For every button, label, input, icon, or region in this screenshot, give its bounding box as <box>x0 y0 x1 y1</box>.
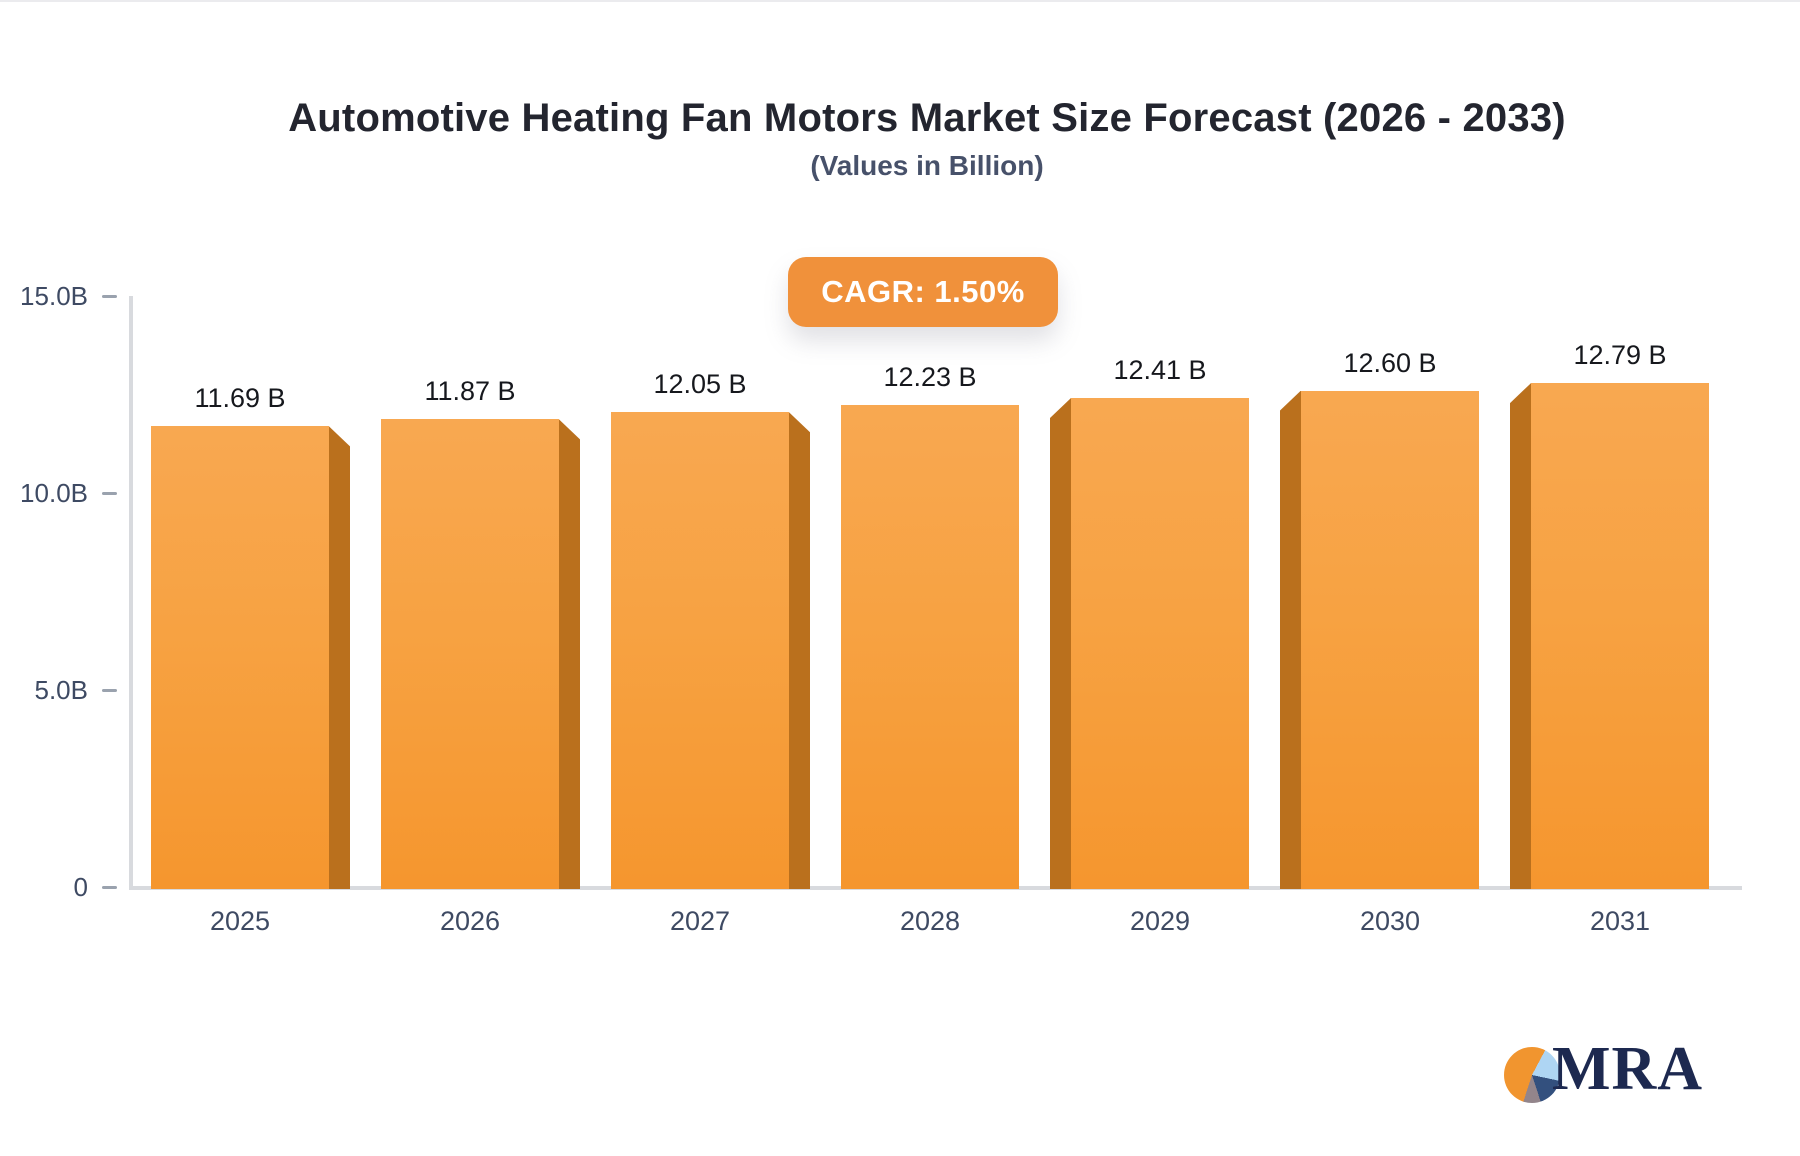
y-tick-mark <box>102 885 117 889</box>
chart-title: Automotive Heating Fan Motors Market Siz… <box>288 96 1566 140</box>
x-tick-label-2026: 2026 <box>439 906 501 936</box>
x-tick-label-2029: 2029 <box>1129 906 1191 936</box>
bar-3d-side <box>329 426 350 889</box>
brand-logo: MRA <box>1504 1034 1703 1105</box>
y-tick-mark <box>102 294 117 298</box>
x-tick-label-2028: 2028 <box>899 906 961 936</box>
bar-value-label-2027: 12.05 B <box>653 369 747 400</box>
bar-face <box>841 405 1019 889</box>
x-tick-label-2031: 2031 <box>1589 906 1651 936</box>
bar-value-label-2029: 12.41 B <box>1113 355 1207 386</box>
pie-chart-logo-icon <box>1504 1046 1560 1103</box>
bar-value-label-2031: 12.79 B <box>1573 340 1667 371</box>
x-tick-label-2030: 2030 <box>1359 906 1421 936</box>
bar-face <box>1531 383 1709 889</box>
bar-2031[interactable] <box>1510 383 1709 889</box>
bar-face <box>1301 390 1479 889</box>
bar-3d-side <box>559 419 580 889</box>
bar-2029[interactable] <box>1050 398 1249 889</box>
bar-value-label-2030: 12.60 B <box>1343 347 1437 378</box>
y-tick-mark <box>102 491 117 495</box>
x-tick-label-2025: 2025 <box>209 906 271 936</box>
bar-value-label-2026: 11.87 B <box>424 376 516 407</box>
y-tick-mark <box>102 688 117 692</box>
y-tick-label: 0 <box>73 872 88 902</box>
bar-3d-side <box>1510 383 1531 889</box>
bar-2028[interactable] <box>841 405 1019 889</box>
bar-2030[interactable] <box>1280 390 1479 889</box>
bar-face <box>151 426 329 889</box>
bar-2025[interactable] <box>151 426 350 889</box>
bar-2026[interactable] <box>381 419 580 889</box>
bar-2027[interactable] <box>611 412 810 889</box>
y-tick-label: 15.0B <box>20 281 88 311</box>
y-tick-label: 10.0B <box>20 478 88 508</box>
y-tick-label: 5.0B <box>34 675 89 705</box>
chart-subtitle: (Values in Billion) <box>810 150 1044 181</box>
bar-3d-side <box>789 412 810 889</box>
bar-3d-side <box>1050 398 1071 889</box>
bar-value-label-2028: 12.23 B <box>883 362 977 393</box>
brand-logo-text: MRA <box>1552 1035 1704 1103</box>
cagr-badge: CAGR: 1.50% <box>788 257 1058 327</box>
bar-face <box>381 419 559 889</box>
y-axis-line <box>129 296 133 887</box>
bar-face <box>611 412 789 889</box>
x-tick-label-2027: 2027 <box>669 906 731 936</box>
bar-3d-side <box>1280 390 1301 889</box>
bar-value-label-2025: 11.69 B <box>194 383 286 414</box>
bar-face <box>1071 398 1249 889</box>
